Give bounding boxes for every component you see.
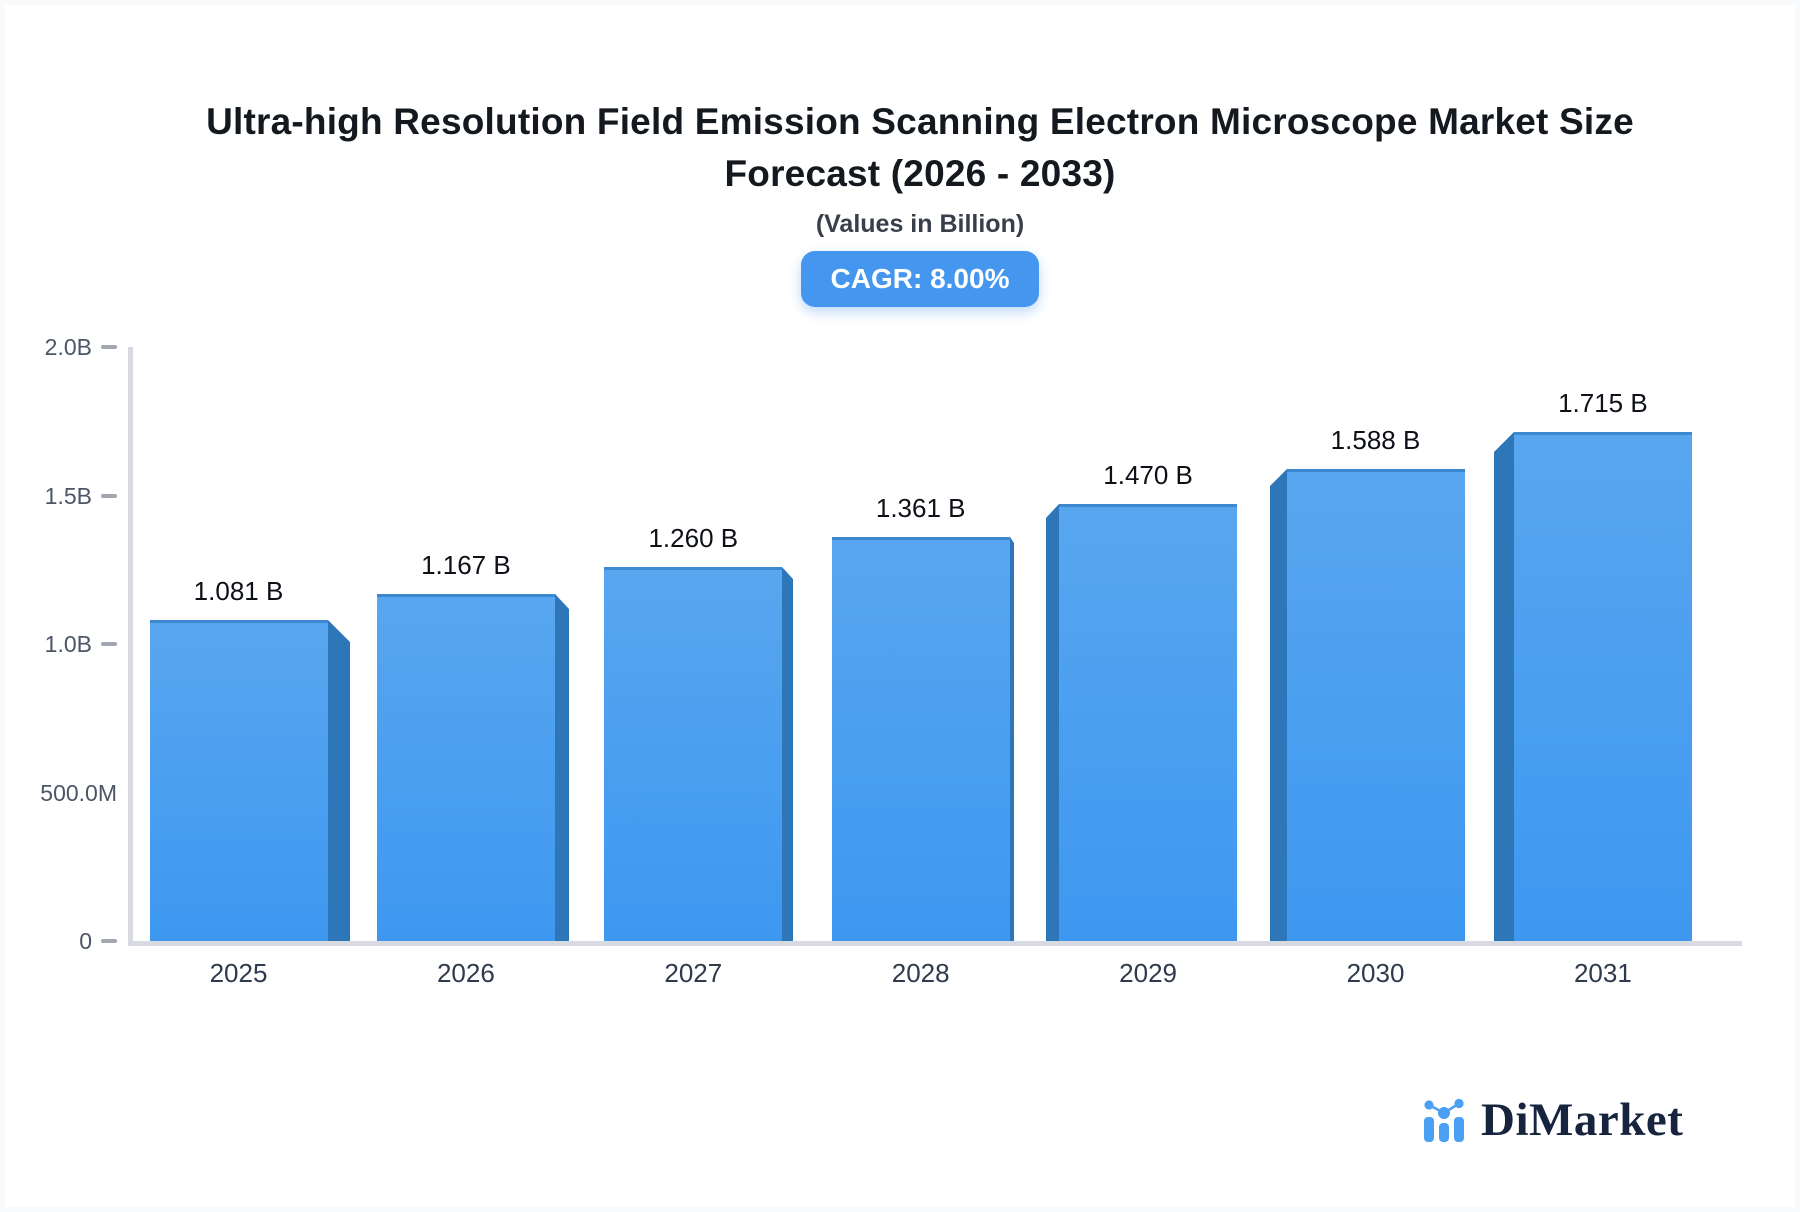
x-axis-label: 2029 xyxy=(1119,958,1178,988)
y-axis-tick-label: 0 xyxy=(79,928,92,954)
bar-2028[interactable] xyxy=(832,537,1010,941)
chart-title-line1: Ultra-high Resolution Field Emission Sca… xyxy=(206,101,1634,142)
chart-title-line2: Forecast (2026 - 2033) xyxy=(724,153,1116,194)
bar-value-label: 1.167 B xyxy=(421,550,511,580)
bar-value-label: 1.470 B xyxy=(1103,460,1193,490)
bar-side-3d xyxy=(328,620,350,941)
y-axis-tick-label: 1.5B xyxy=(44,482,92,509)
bar-value-label: 1.715 B xyxy=(1558,388,1648,418)
y-axis-tick-mark xyxy=(101,642,117,646)
x-axis-label: 2030 xyxy=(1346,958,1405,988)
x-axis-label: 2031 xyxy=(1573,958,1632,988)
chart-subtitle: (Values in Billion) xyxy=(815,210,1025,238)
brand-name: DiMarket xyxy=(1481,1094,1684,1146)
bar-2027[interactable] xyxy=(604,567,782,941)
bar-side-3d xyxy=(1270,469,1287,941)
bar-value-label: 1.361 B xyxy=(875,493,966,523)
y-axis-tick-mark xyxy=(101,939,117,943)
bar-2031[interactable] xyxy=(1514,432,1692,941)
bar-side-3d xyxy=(1046,504,1059,941)
x-axis-label: 2026 xyxy=(436,958,495,988)
x-axis-label: 2028 xyxy=(891,958,950,988)
x-axis-label: 2027 xyxy=(664,958,723,988)
x-axis-label: 2025 xyxy=(209,958,268,988)
y-axis-tick-mark xyxy=(101,493,117,498)
bar-2030[interactable] xyxy=(1287,469,1465,941)
bar-2026[interactable] xyxy=(377,594,555,941)
chart-header: Ultra-high Resolution Field Emission Sca… xyxy=(40,96,1800,307)
y-axis-tick-label: 1.0B xyxy=(44,631,92,657)
cagr-badge: CAGR: 8.00% xyxy=(800,251,1040,307)
y-axis-line xyxy=(128,347,133,945)
x-axis-line xyxy=(128,941,1742,946)
bar-2029[interactable] xyxy=(1059,504,1237,941)
bar-side-3d xyxy=(555,594,569,941)
y-axis-tick-label: 2.0B xyxy=(44,334,92,360)
bar-value-label: 1.260 B xyxy=(648,523,739,553)
bar-side-3d xyxy=(1010,537,1014,941)
dimarket-logo: DiMarket xyxy=(1422,1096,1683,1144)
y-axis-tick-mark xyxy=(101,345,117,349)
bar-2025[interactable] xyxy=(150,620,328,941)
bar-side-3d xyxy=(782,567,793,941)
bar-side-3d xyxy=(1494,432,1514,941)
mini-bar-line-chart-icon xyxy=(1424,1098,1464,1142)
bar-value-label: 1.588 B xyxy=(1330,425,1421,455)
bar-value-label: 1.081 B xyxy=(193,576,284,606)
y-axis-tick-label: 500.0M xyxy=(40,779,117,806)
